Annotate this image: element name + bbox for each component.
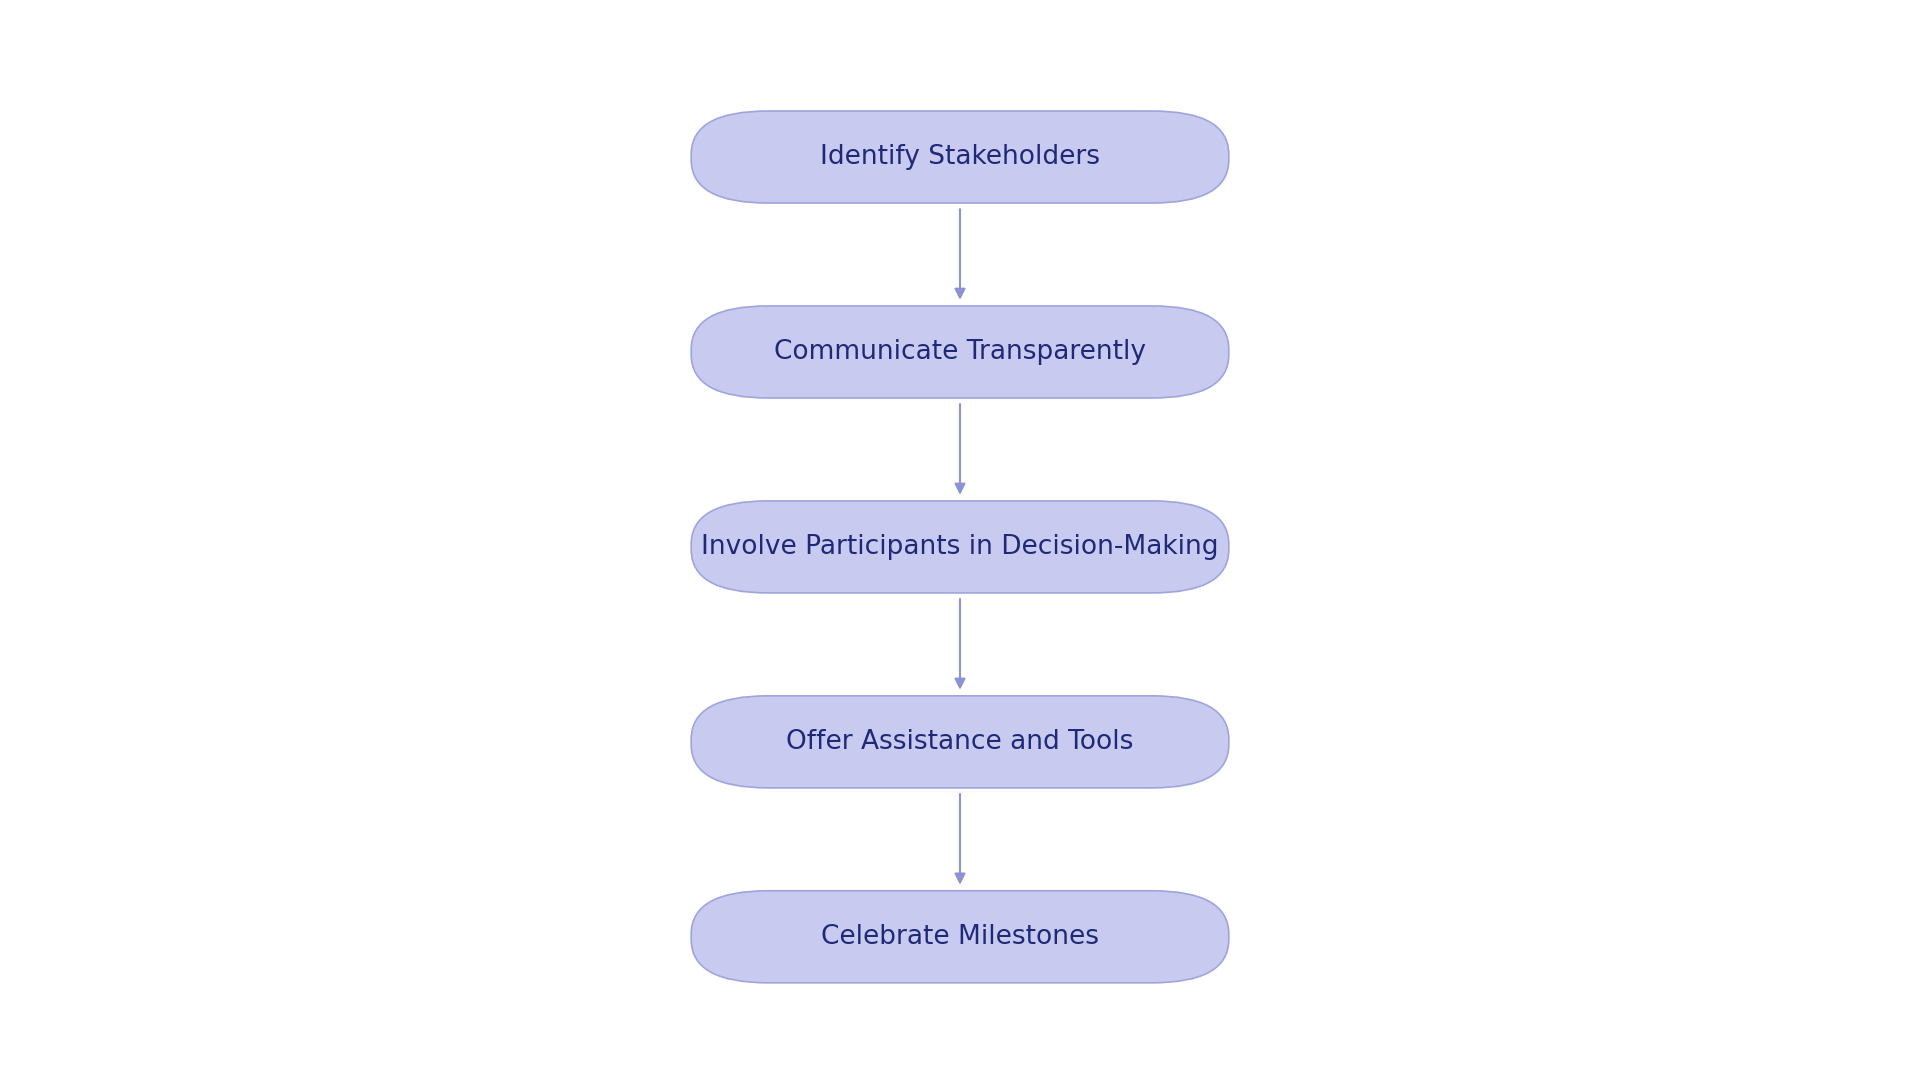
Text: Involve Participants in Decision-Making: Involve Participants in Decision-Making [701,534,1219,560]
Text: Celebrate Milestones: Celebrate Milestones [822,924,1098,950]
FancyBboxPatch shape [691,890,1229,983]
FancyBboxPatch shape [691,305,1229,397]
FancyBboxPatch shape [691,695,1229,788]
Text: Communicate Transparently: Communicate Transparently [774,339,1146,365]
FancyBboxPatch shape [691,112,1229,204]
FancyBboxPatch shape [691,500,1229,593]
Text: Identify Stakeholders: Identify Stakeholders [820,144,1100,170]
Text: Offer Assistance and Tools: Offer Assistance and Tools [787,729,1133,755]
